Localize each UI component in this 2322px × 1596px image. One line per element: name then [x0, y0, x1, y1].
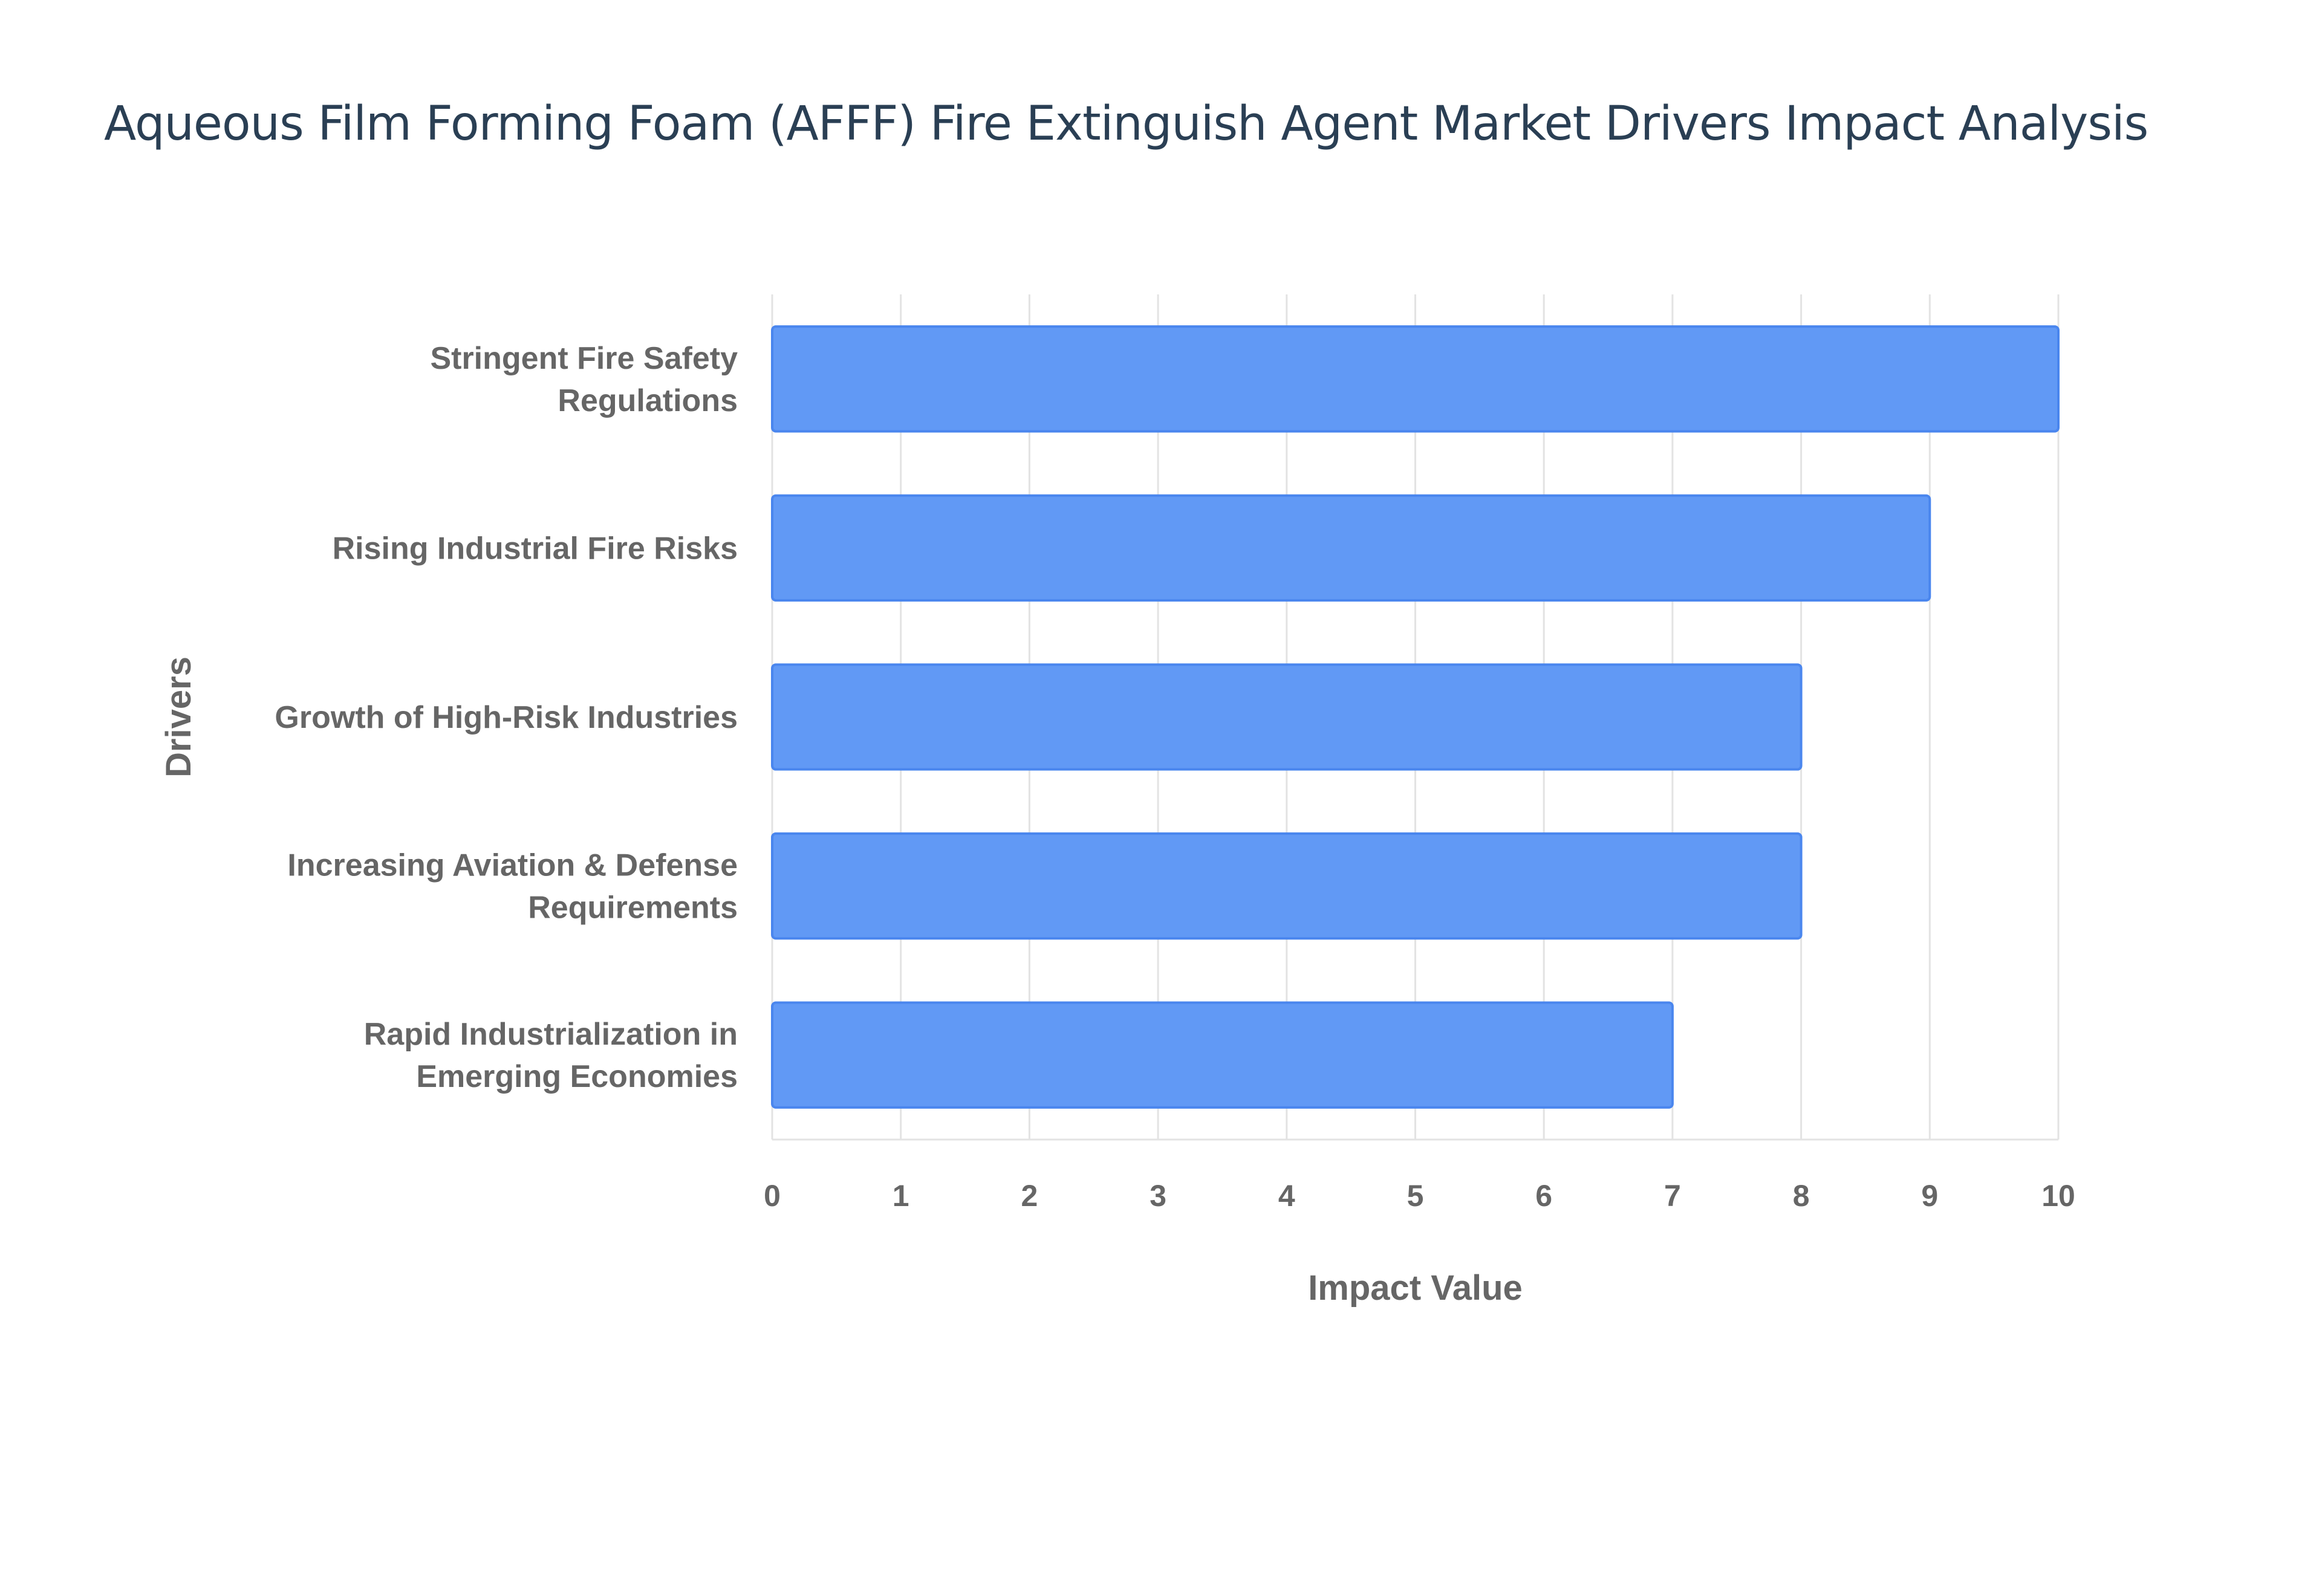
x-tick-label: 6 [1535, 1179, 1552, 1213]
x-tick-label: 10 [2041, 1179, 2075, 1213]
x-axis-title: Impact Value [1308, 1268, 1523, 1308]
y-category-label: Increasing Aviation & Defense [287, 848, 738, 883]
y-axis-title: Drivers [159, 657, 198, 777]
x-tick-label: 8 [1793, 1179, 1810, 1213]
chart-title: Aqueous Film Forming Foam (AFFF) Fire Ex… [104, 97, 2148, 151]
x-tick-label: 9 [1921, 1179, 1938, 1213]
x-tick-label: 1 [893, 1179, 909, 1213]
y-category-label: Stringent Fire Safety [430, 341, 738, 376]
bar [771, 494, 1931, 602]
y-category-label: Emerging Economies [416, 1059, 738, 1094]
y-category-label: Regulations [558, 383, 738, 418]
x-tick-label: 7 [1664, 1179, 1681, 1213]
x-tick-label: 5 [1407, 1179, 1424, 1213]
bar [771, 663, 1803, 771]
y-category-label: Rising Industrial Fire Risks [333, 531, 738, 566]
bar [771, 832, 1803, 940]
x-tick-label: 3 [1150, 1179, 1166, 1213]
x-tick-label: 0 [764, 1179, 781, 1213]
y-category-label: Growth of High-Risk Industries [275, 700, 738, 735]
y-category-label: Rapid Industrialization in [364, 1017, 738, 1052]
x-tick-label: 4 [1278, 1179, 1295, 1213]
bar [771, 325, 2060, 433]
y-category-label: Requirements [528, 890, 738, 926]
bar [771, 1001, 1674, 1109]
x-tick-label: 2 [1021, 1179, 1038, 1213]
